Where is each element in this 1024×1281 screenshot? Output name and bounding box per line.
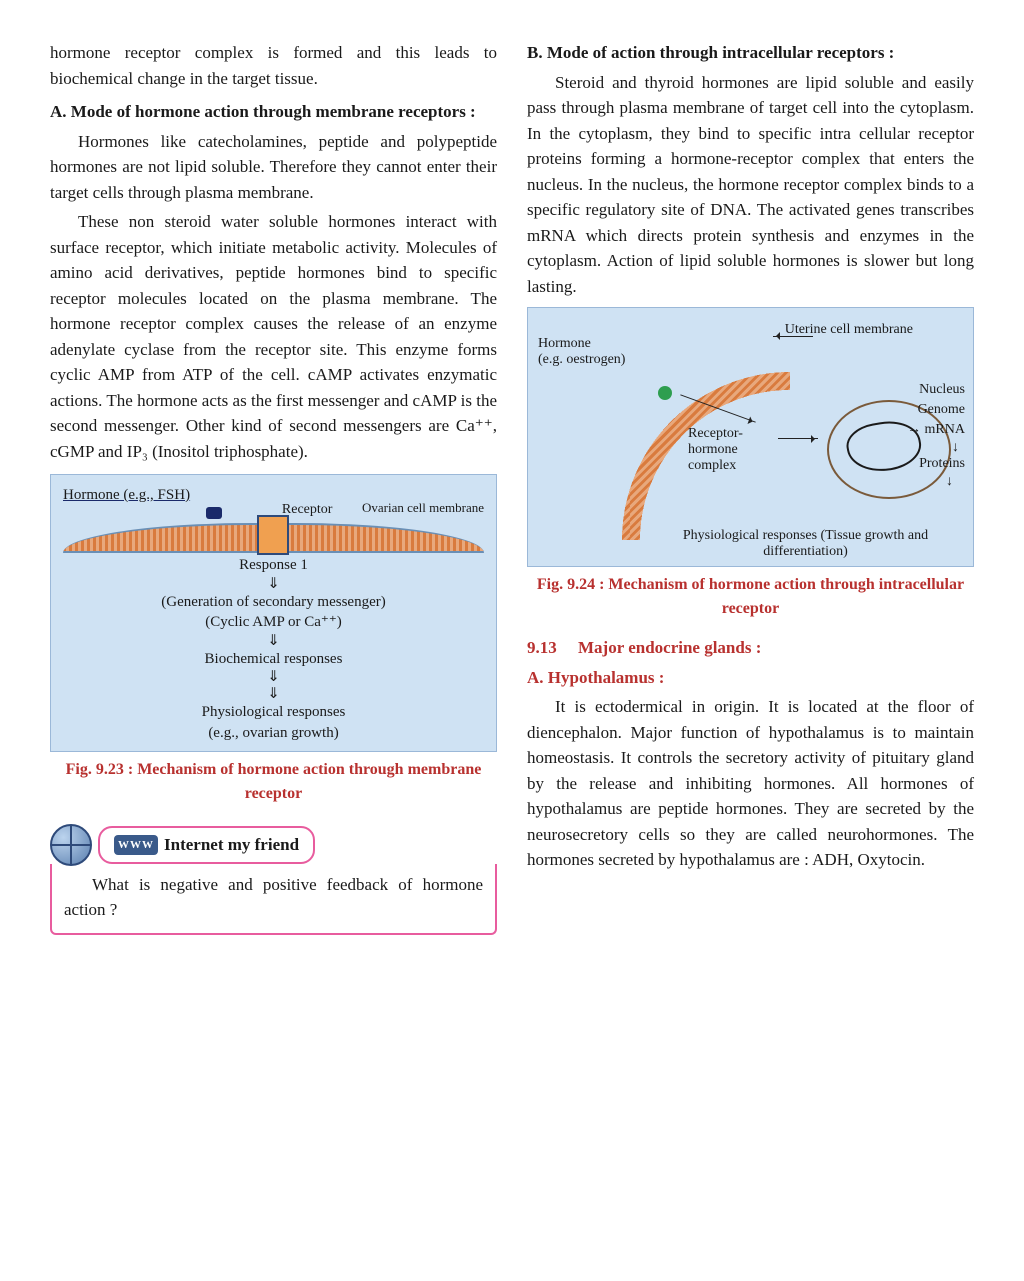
section-a-para2: These non steroid water soluble hormones… xyxy=(50,209,497,464)
fig23-step4: Physiological responses xyxy=(63,702,484,722)
fig23-caption: Fig. 9.23 : Mechanism of hormone action … xyxy=(50,758,497,806)
subsection-a-heading: A. Hypothalamus : xyxy=(527,665,974,691)
down-arrow-icon: ⇓ xyxy=(63,686,484,703)
fig23-membrane-graphic xyxy=(63,523,484,553)
fig23-step3: Biochemical responses xyxy=(63,649,484,669)
subsection-a-text: A. Hypothalamus : xyxy=(527,668,664,687)
right-column: B. Mode of action through intracellular … xyxy=(527,40,974,935)
intro-paragraph: hormone receptor complex is formed and t… xyxy=(50,40,497,91)
hormone-icon xyxy=(206,507,222,519)
section-number: 9.13 xyxy=(527,638,557,657)
fig24-nucleus-label: Nucleus xyxy=(919,382,965,398)
hypothalamus-paragraph: It is ectodermical in origin. It is loca… xyxy=(527,694,974,873)
fig23-step2b: (Cyclic AMP or Ca⁺⁺) xyxy=(63,612,484,632)
down-arrow-icon: ⇓ xyxy=(63,669,484,686)
figure-9-23: Hormone (e.g., FSH) Receptor Ovarian cel… xyxy=(50,474,497,752)
figure-9-24: Hormone (e.g. oestrogen) Uterine cell me… xyxy=(527,307,974,567)
internet-my-friend-header: WWW Internet my friend xyxy=(50,824,497,866)
hormone-dot-icon xyxy=(658,386,672,400)
fig24-phys-label: Physiological responses (Tissue growth a… xyxy=(648,528,963,560)
down-arrow-icon: ⇓ xyxy=(63,633,484,650)
fig24-hormone-eg: (e.g. oestrogen) xyxy=(538,352,625,368)
internet-my-friend-bubble: WWW Internet my friend xyxy=(98,826,315,864)
feedback-question-box: What is negative and positive feedback o… xyxy=(50,864,497,935)
internet-my-friend-label: Internet my friend xyxy=(164,832,299,858)
fig24-hormone-label: Hormone xyxy=(538,336,625,352)
feedback-question: What is negative and positive feedback o… xyxy=(64,872,483,923)
fig24-genome-label: Genome xyxy=(918,402,965,418)
fig23-receptor-label: Receptor xyxy=(282,501,333,520)
down-arrow-icon: ⇓ xyxy=(63,576,484,593)
section-b-heading: B. Mode of action through intracellular … xyxy=(527,40,974,66)
section-b-heading-text: B. Mode of action through intracellular … xyxy=(527,43,894,62)
section-title: Major endocrine glands : xyxy=(578,638,761,657)
www-tag: WWW xyxy=(114,835,158,856)
fig23-response1: Response 1 xyxy=(63,555,484,575)
globe-icon xyxy=(50,824,92,866)
fig23-hormone-label: Hormone (e.g., FSH) xyxy=(63,485,190,505)
section-a-heading-text: A. Mode of hormone action through membra… xyxy=(50,102,476,121)
fig24-caption: Fig. 9.24 : Mechanism of hormone action … xyxy=(527,573,974,621)
section-9-13-heading: 9.13 Major endocrine glands : xyxy=(527,635,974,661)
right-arrow-icon: → xyxy=(907,422,925,437)
section-a-heading: A. Mode of hormone action through membra… xyxy=(50,99,497,125)
receptor-icon xyxy=(257,515,289,555)
fig24-complex-label: Receptor-hormone complex xyxy=(688,426,768,474)
page-two-column: hormone receptor complex is formed and t… xyxy=(50,40,974,935)
section-a-para1: Hormones like catecholamines, peptide an… xyxy=(50,129,497,206)
left-column: hormone receptor complex is formed and t… xyxy=(50,40,497,935)
fig23-step2: (Generation of secondary messenger) xyxy=(63,592,484,612)
section-b-para1: Steroid and thyroid hormones are lipid s… xyxy=(527,70,974,300)
down-arrow-icon: ↓ xyxy=(946,474,953,490)
fig23-step4b: (e.g., ovarian growth) xyxy=(63,723,484,743)
fig24-mrna-label: mRNA xyxy=(925,422,965,437)
fig23-membrane-label: Ovarian cell membrane xyxy=(362,501,484,515)
down-arrow-icon: ↓ xyxy=(952,440,959,456)
fig24-proteins-label: Proteins xyxy=(919,456,965,472)
